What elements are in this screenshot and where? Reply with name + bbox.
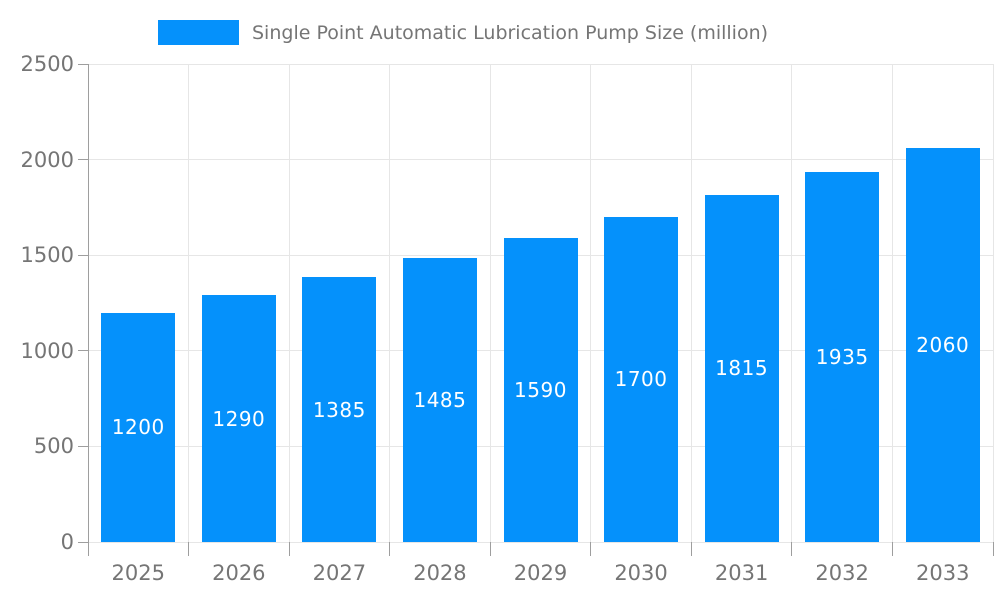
bar-value-label: 1200 — [111, 415, 165, 440]
bar-value-label: 1290 — [212, 406, 266, 431]
chart-legend: Single Point Automatic Lubrication Pump … — [158, 20, 768, 45]
plot-area: 1200 1290 1385 1485 1590 1700 1815 1935 2060 — [78, 63, 994, 556]
x-axis-label: 2025 — [111, 561, 165, 585]
bar: 1700 — [604, 216, 679, 542]
gridline-horizontal — [88, 63, 993, 65]
x-axis-label: 2032 — [815, 561, 869, 585]
bar: 1485 — [402, 258, 477, 542]
x-axis-label: 2026 — [212, 561, 266, 585]
x-tick-mark — [288, 542, 290, 556]
bar-value-label: 1385 — [312, 397, 366, 422]
gridline-horizontal — [88, 541, 993, 543]
gridline-vertical — [188, 64, 190, 542]
y-tick-mark — [78, 63, 88, 65]
gridline-vertical — [590, 64, 592, 542]
y-tick-mark — [78, 350, 88, 352]
bar-value-label: 1485 — [413, 388, 467, 413]
y-tick-mark — [78, 159, 88, 161]
x-tick-mark — [891, 542, 893, 556]
y-axis-label: 500 — [33, 434, 74, 459]
x-tick-mark — [389, 542, 391, 556]
legend-swatch — [158, 20, 239, 45]
bar: 1935 — [805, 172, 880, 542]
legend-label: Single Point Automatic Lubrication Pump … — [252, 21, 769, 44]
x-tick-mark — [87, 542, 89, 556]
x-tick-mark — [489, 542, 491, 556]
y-axis-label: 1000 — [20, 338, 74, 363]
y-tick-mark — [78, 254, 88, 256]
gridline-vertical — [489, 64, 491, 542]
gridline-vertical — [288, 64, 290, 542]
bar: 1385 — [302, 277, 377, 542]
bar: 1815 — [704, 194, 779, 542]
y-axis-label: 2500 — [20, 52, 74, 76]
gridline-vertical — [891, 64, 893, 542]
gridline-vertical — [389, 64, 391, 542]
x-tick-mark — [791, 542, 793, 556]
bar-value-label: 2060 — [916, 333, 970, 358]
y-axis-label: 1500 — [20, 243, 74, 268]
bar: 1200 — [101, 312, 176, 542]
y-axis-label: 2000 — [20, 147, 74, 172]
x-axis-label: 2033 — [915, 561, 970, 585]
gridline-vertical — [791, 64, 793, 542]
x-tick-mark — [590, 542, 592, 556]
gridline-vertical — [992, 64, 994, 542]
x-tick-mark — [188, 542, 190, 556]
bar-value-label: 1700 — [614, 367, 668, 392]
y-axis-label: 0 — [60, 530, 74, 554]
bar-value-label: 1815 — [715, 356, 769, 381]
x-axis-label: 2028 — [413, 561, 467, 585]
x-tick-mark — [992, 542, 994, 556]
gridline-vertical — [690, 64, 692, 542]
bar-value-label: 1935 — [815, 345, 869, 369]
bar: 2060 — [905, 148, 980, 542]
gridline-horizontal — [88, 159, 993, 161]
y-tick-mark — [78, 541, 88, 543]
bar: 1590 — [503, 237, 578, 542]
x-axis-label: 2027 — [312, 561, 367, 585]
x-axis-label: 2029 — [513, 561, 568, 585]
x-tick-mark — [690, 542, 692, 556]
y-axis-line — [87, 64, 89, 556]
y-tick-mark — [78, 445, 88, 447]
x-axis-label: 2030 — [614, 561, 668, 585]
bar: 1290 — [201, 295, 276, 542]
bar-value-label: 1590 — [514, 377, 567, 402]
x-axis-label: 2031 — [714, 561, 769, 585]
